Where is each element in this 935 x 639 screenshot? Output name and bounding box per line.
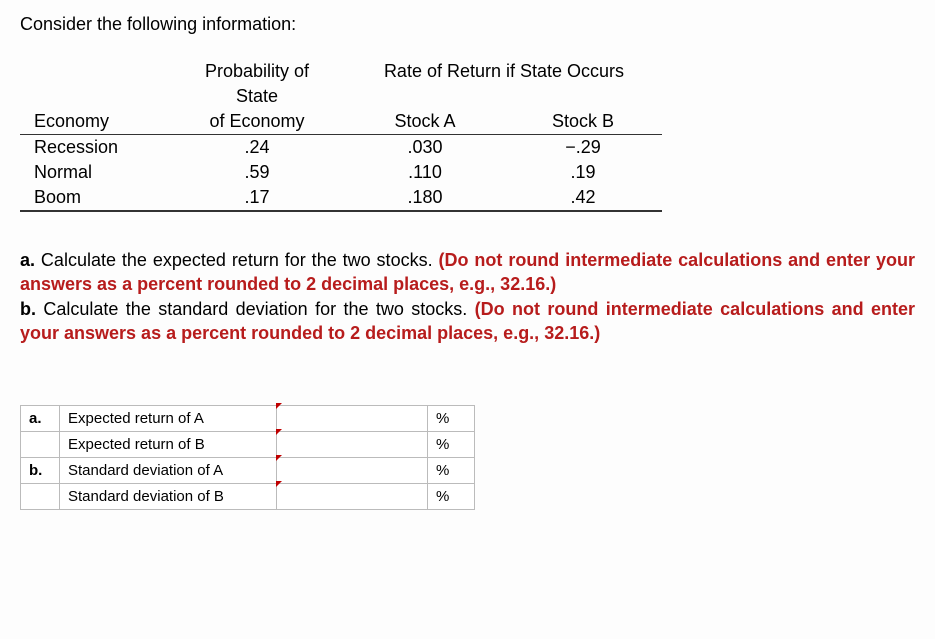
header-stock-a: Stock A <box>346 109 504 135</box>
header-rate-merged: Rate of Return if State Occurs <box>346 59 662 84</box>
answer-row-unit: % <box>428 458 475 484</box>
data-table: Probability of Rate of Return if State O… <box>20 59 662 212</box>
question-b-text: Calculate the standard deviation for the… <box>36 299 475 319</box>
question-a-label: a. <box>20 250 35 270</box>
answer-row-unit: % <box>428 484 475 510</box>
row-b: .19 <box>504 160 662 185</box>
answer-row-label: b. <box>21 458 60 484</box>
answer-row-desc: Expected return of A <box>60 406 277 432</box>
answer-row-unit: % <box>428 432 475 458</box>
header-stock-b: Stock B <box>504 109 662 135</box>
answer-row-label <box>21 484 60 510</box>
header-of-economy: of Economy <box>168 109 346 135</box>
row-prob: .24 <box>168 135 346 161</box>
row-economy: Recession <box>20 135 168 161</box>
row-prob: .59 <box>168 160 346 185</box>
answer-input-stddev-b[interactable] <box>277 485 427 509</box>
answer-row-label <box>21 432 60 458</box>
answer-input-stddev-a[interactable] <box>277 459 427 483</box>
row-b: .42 <box>504 185 662 211</box>
answer-row-desc: Standard deviation of B <box>60 484 277 510</box>
row-a: .030 <box>346 135 504 161</box>
header-economy: Economy <box>20 109 168 135</box>
intro-text: Consider the following information: <box>20 14 915 35</box>
answer-table: a. Expected return of A % Expected retur… <box>20 405 475 510</box>
header-prob-line1: Probability of <box>168 59 346 84</box>
questions-block: a. Calculate the expected return for the… <box>20 248 915 345</box>
row-economy: Normal <box>20 160 168 185</box>
question-a-text: Calculate the expected return for the tw… <box>35 250 438 270</box>
answer-input-expected-a[interactable] <box>277 407 427 431</box>
row-prob: .17 <box>168 185 346 211</box>
answer-row-desc: Expected return of B <box>60 432 277 458</box>
row-b: −.29 <box>504 135 662 161</box>
answer-row-unit: % <box>428 406 475 432</box>
answer-row-desc: Standard deviation of A <box>60 458 277 484</box>
answer-input-expected-b[interactable] <box>277 433 427 457</box>
row-a: .180 <box>346 185 504 211</box>
row-economy: Boom <box>20 185 168 211</box>
row-a: .110 <box>346 160 504 185</box>
question-b-label: b. <box>20 299 36 319</box>
header-prob-line2: State <box>168 84 346 109</box>
answer-row-label: a. <box>21 406 60 432</box>
